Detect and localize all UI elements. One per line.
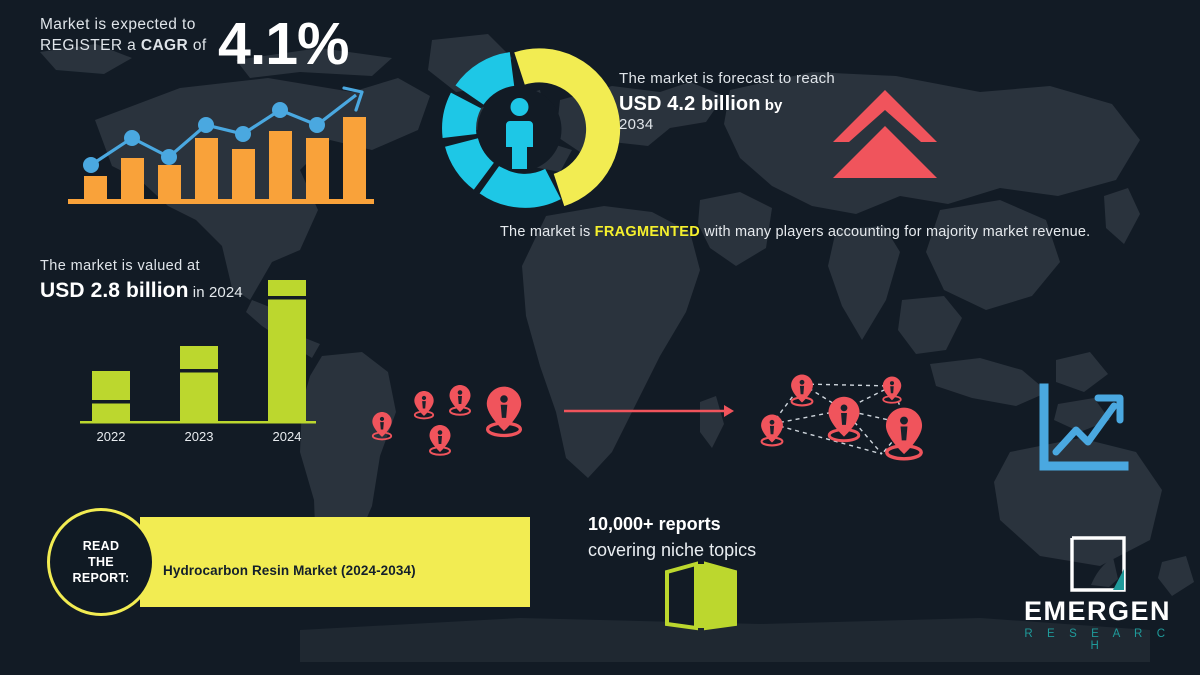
bar-6 — [269, 131, 292, 200]
bar-2022-divider — [92, 400, 130, 404]
tick-label-2024: 2024 — [273, 429, 302, 444]
cagr-of-text: of — [188, 37, 207, 54]
map-pin — [760, 413, 784, 447]
fragmented-pre: The market is — [500, 224, 595, 240]
chart-line — [1052, 402, 1118, 456]
book-right-page — [704, 561, 737, 631]
market-value-amount: USD 2.8 billion — [40, 279, 189, 302]
bar-8 — [343, 117, 366, 200]
chart-axes — [1039, 383, 1129, 471]
trend-arrow-head — [342, 86, 364, 112]
bar-2024 — [268, 280, 306, 421]
logo-mark-icon — [1069, 535, 1127, 593]
bar-7 — [306, 138, 329, 200]
market-value-year: in 2024 — [188, 284, 243, 301]
book-spine — [696, 564, 706, 628]
reports-description: covering niche topics — [588, 540, 757, 560]
chevron-top — [833, 90, 937, 142]
donut-slice-2 — [442, 92, 482, 139]
networked-map-pins-group — [760, 373, 924, 461]
report-title[interactable]: Hydrocarbon Resin Market (2024-2034) — [163, 563, 416, 578]
map-pin — [881, 375, 903, 404]
tick-label-2023: 2023 — [185, 429, 214, 444]
donut-slice-1 — [455, 52, 516, 106]
growth-trend-bar-chart — [68, 86, 374, 204]
map-pin — [485, 385, 523, 438]
bar-5 — [232, 149, 255, 200]
chart-arrow-head — [1094, 394, 1124, 424]
map-pin — [884, 405, 924, 461]
arrow-right-icon — [564, 405, 734, 417]
logo-name: EMERGEN — [1023, 596, 1172, 626]
reports-count: 10,000+ reports — [588, 514, 721, 534]
cagr-statement: Market is expected to REGISTER a CAGR of — [40, 14, 370, 56]
cagr-register-text: REGISTER a — [40, 37, 141, 54]
fragmented-statement: The market is FRAGMENTED with many playe… — [500, 220, 1140, 244]
tick-label-2022: 2022 — [97, 429, 126, 444]
map-pin — [371, 411, 393, 441]
map-pin — [826, 395, 862, 443]
bars — [84, 117, 366, 200]
trend-points — [83, 102, 325, 173]
market-share-donut — [442, 48, 621, 208]
cagr-keyword: CAGR — [140, 37, 189, 54]
market-value-amount-row: USD 2.8 billion in 2024 — [40, 279, 340, 303]
market-value-line-1: The market is valued at — [40, 258, 200, 274]
bar-2024-divider — [268, 296, 306, 300]
double-chevron-up-icon — [833, 90, 937, 178]
scattered-map-pins-group — [371, 384, 523, 456]
logo-subtitle: R E S E A R C H — [1024, 628, 1171, 652]
emergen-research-logo: EMERGEN R E S E A R C H — [1020, 535, 1175, 652]
market-value-statement: The market is valued at USD 2.8 billion … — [40, 256, 340, 303]
read-report-badge[interactable]: READ THE REPORT: — [47, 508, 155, 616]
forecast-year: 2034 — [619, 116, 654, 133]
forecast-amount: USD 4.2 billion — [619, 93, 761, 115]
read-report-bar[interactable] — [140, 517, 530, 607]
bar-2022 — [92, 371, 130, 421]
map-pin — [790, 373, 814, 407]
fragmented-post: with many players accounting for majorit… — [699, 224, 1091, 240]
donut-slice-3 — [445, 137, 495, 190]
line-chart-icon — [1039, 383, 1129, 471]
bars — [92, 280, 306, 421]
bar-1 — [84, 176, 107, 200]
cagr-value: 4.1% — [218, 11, 349, 77]
chevron-bottom — [833, 126, 937, 178]
bar-2 — [121, 158, 144, 200]
bar-3 — [158, 165, 181, 200]
x-axis-labels: 2022 2023 2024 — [97, 429, 302, 444]
chart-baseline — [68, 199, 374, 204]
cagr-line-1: Market is expected to — [40, 16, 196, 33]
donut-slice-major — [514, 48, 621, 207]
cagr-line-2: REGISTER a CAGR of — [40, 35, 370, 56]
map-pin — [428, 424, 452, 456]
donut-slice-4 — [479, 165, 561, 208]
person-icon — [506, 98, 533, 169]
forecast-statement: The market is forecast to reach USD 4.2 … — [619, 68, 854, 133]
map-pin — [413, 390, 435, 420]
donut-segments — [442, 48, 621, 208]
forecast-line-1: The market is forecast to reach — [619, 70, 836, 87]
open-book-icon — [665, 561, 737, 631]
book-left-page — [665, 561, 698, 631]
reports-count-statement: 10,000+ reports covering niche topics — [588, 511, 828, 563]
map-pin — [448, 384, 472, 416]
read-report-badge-label: READ THE REPORT: — [72, 539, 130, 585]
bar-4 — [195, 138, 218, 200]
bar-2023-divider — [180, 369, 218, 373]
chart-baseline — [80, 421, 316, 424]
forecast-by-text: by — [760, 97, 783, 114]
fragmented-keyword: FRAGMENTED — [594, 224, 700, 240]
market-value-bar-chart: 2022 2023 2024 — [80, 280, 316, 444]
forecast-value: USD 4.2 billion by — [619, 93, 854, 116]
bar-2023 — [180, 346, 218, 421]
